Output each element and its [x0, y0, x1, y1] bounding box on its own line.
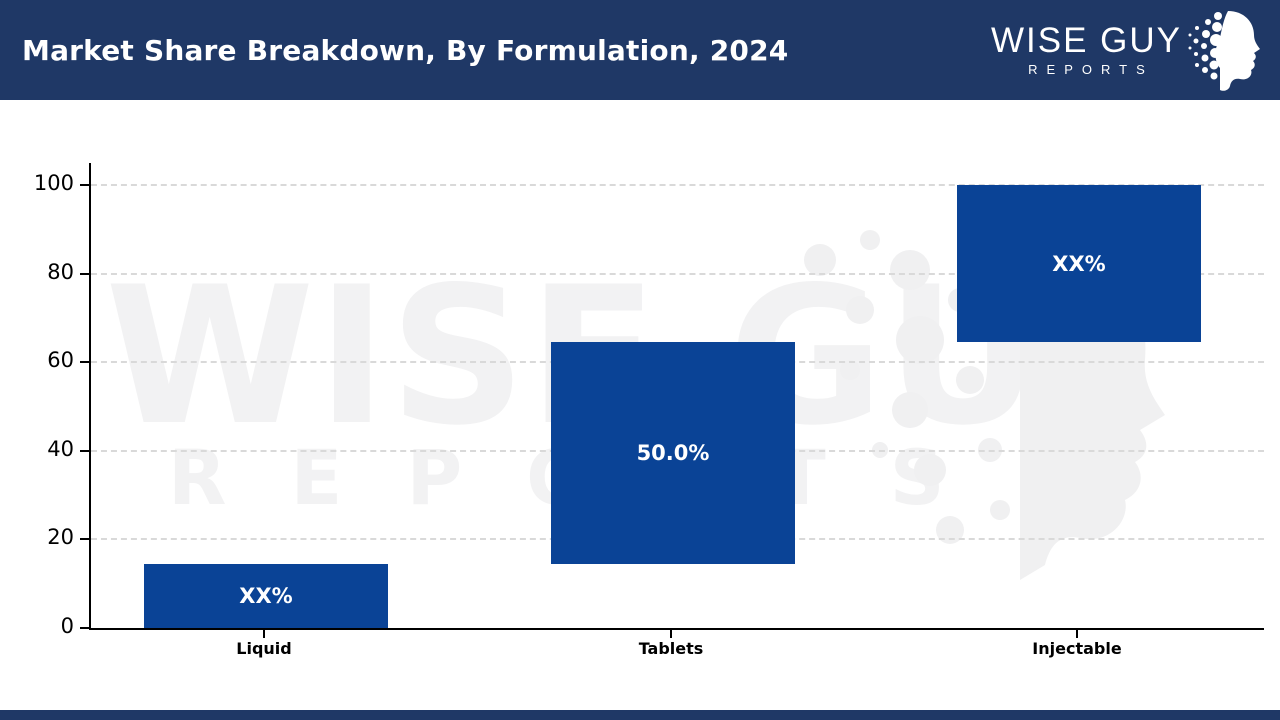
y-tick-mark-60: [80, 361, 89, 364]
bar-value-label-injectable: XX%: [1052, 251, 1106, 276]
x-tick-label-injectable: Injectable: [1032, 639, 1122, 658]
x-tick-label-liquid: Liquid: [236, 639, 292, 658]
brand-logo-text: WISE GUY REPORTS: [991, 23, 1182, 77]
y-tick-mark-100: [80, 184, 89, 186]
y-tick-label-80: 80: [47, 259, 74, 284]
y-tick-label-40: 40: [47, 436, 74, 461]
y-tick-label-20: 20: [47, 525, 74, 550]
x-tick-mark-injectable: [1076, 630, 1078, 638]
brand-name: WISE GUY: [990, 21, 1182, 60]
x-tick-label-tablets: Tablets: [638, 639, 704, 658]
y-tick-mark-0: [80, 627, 89, 629]
bar-value-label-tablets: 50.0%: [636, 441, 710, 465]
dotted-head-icon: [1188, 11, 1260, 91]
chart-plot-area: XX% 50.0% XX%: [89, 163, 1264, 630]
brand-subtitle: REPORTS: [1028, 62, 1154, 77]
bar-liquid: XX%: [144, 563, 388, 628]
page-title: Market Share Breakdown, By Formulation, …: [22, 33, 789, 67]
y-tick-mark-80: [80, 272, 89, 275]
y-tick-label-0: 0: [60, 614, 74, 638]
bar-injectable: XX%: [957, 185, 1201, 343]
y-tick-mark-20: [80, 538, 89, 541]
y-tick-mark-40: [80, 449, 89, 452]
bar-tablets: 50.0%: [551, 342, 795, 564]
y-tick-label-100: 100: [33, 171, 74, 195]
footer-bar: [0, 710, 1280, 720]
header-bar: Market Share Breakdown, By Formulation, …: [0, 0, 1280, 100]
brand-logo: WISE GUY REPORTS: [991, 8, 1262, 92]
y-tick-label-60: 60: [47, 348, 74, 373]
gridline-100: [91, 184, 1264, 186]
x-tick-mark-tablets: [670, 630, 672, 638]
x-tick-mark-liquid: [263, 630, 265, 638]
bar-value-label-liquid: XX%: [239, 583, 293, 608]
gridline-80: [91, 272, 1264, 275]
